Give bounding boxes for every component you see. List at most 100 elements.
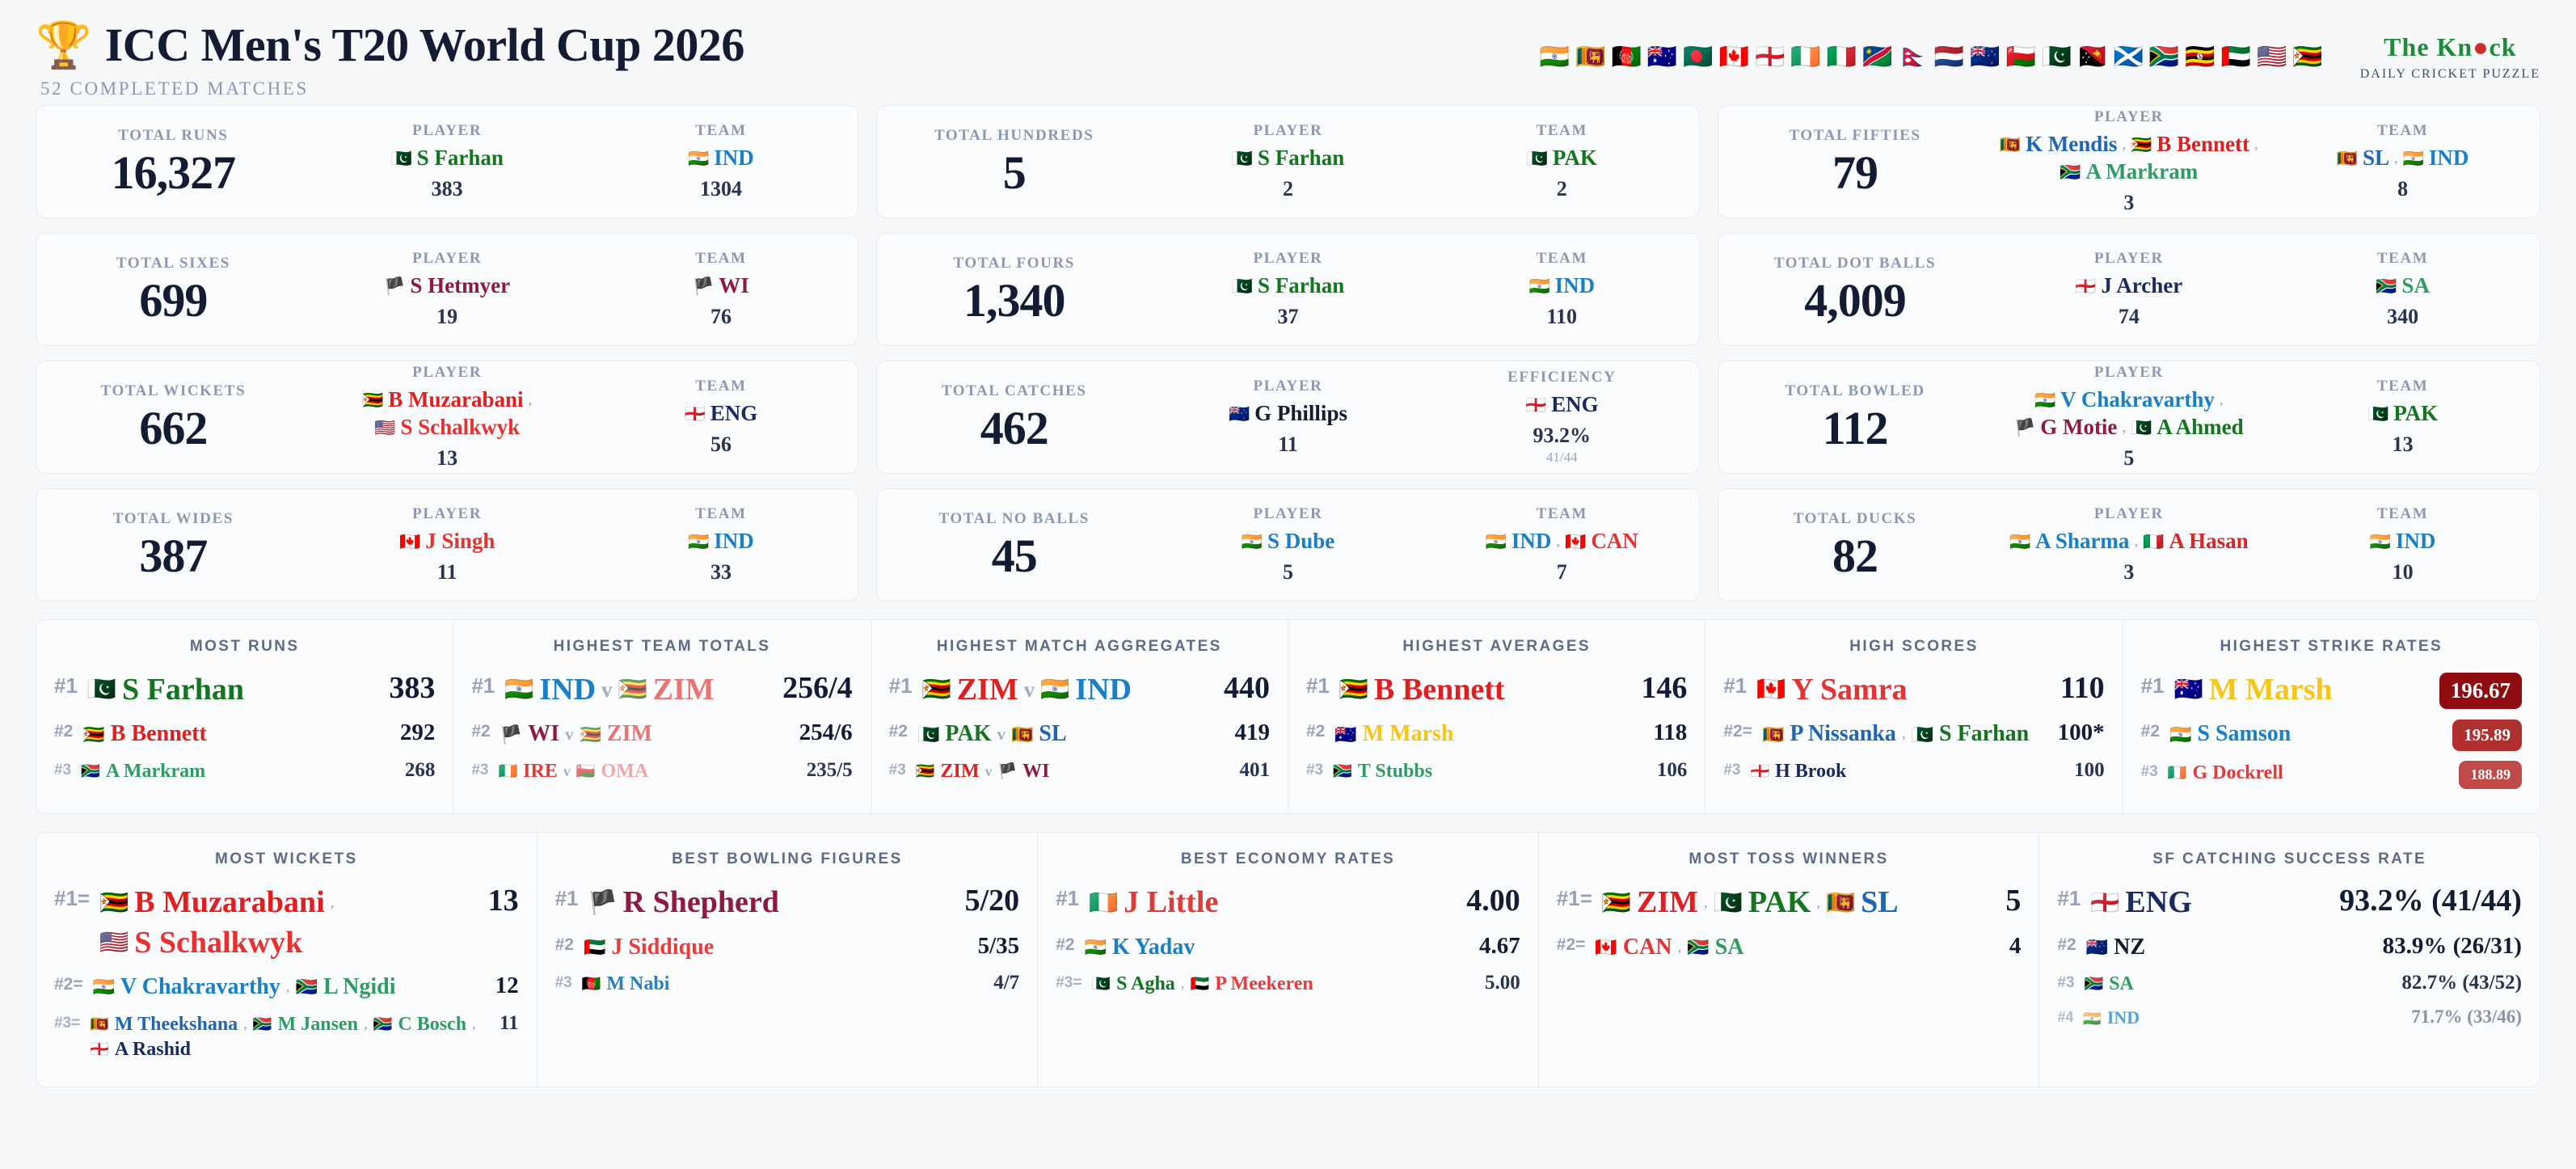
leaderboard-entity[interactable]: 🇵🇰 PAK	[917, 720, 991, 749]
leaderboard-row[interactable]: #3= 🇵🇰 S Agha, 🇦🇪 P Meekeren 5.00	[1056, 972, 1520, 997]
stat-entity[interactable]: 🏴 G Motie	[2014, 414, 2117, 441]
stat-entity[interactable]: 🇮🇳 IND	[2370, 528, 2436, 555]
leaderboard-entity[interactable]: 🇦🇫 M Nabi	[582, 972, 670, 997]
leaderboard-entity[interactable]: 🇿🇦 SA	[2085, 972, 2134, 997]
leaderboard-entity[interactable]: 🏴 R Shepherd	[588, 883, 779, 922]
leaderboard-entity[interactable]: 🇨🇦 CAN	[1595, 933, 1672, 962]
leaderboard-row[interactable]: #3 🇮🇪 G Dockrell 188.89	[2141, 761, 2522, 790]
stat-entity[interactable]: 🇮🇹 A Hasan	[2143, 528, 2248, 555]
leaderboard-entity[interactable]: 🇿🇼 ZIM	[1602, 883, 1698, 922]
leaderboard-entity[interactable]: 🇦🇺 M Marsh	[1334, 720, 1453, 749]
leaderboard-entity[interactable]: 🇿🇼 ZIM	[580, 720, 652, 749]
leaderboard-row[interactable]: #1 🇮🇳 IND v 🇿🇼 ZIM 256/4	[471, 670, 852, 710]
leaderboard-entity[interactable]: 🇿🇼 ZIM	[922, 670, 1018, 710]
leaderboard-row[interactable]: #2= 🇱🇰 P Nissanka, 🇵🇰 S Farhan 100*	[1723, 720, 2104, 749]
leaderboard-entity[interactable]: 🇮🇳 V Chakravarthy	[93, 973, 280, 1002]
leaderboard-entity[interactable]: 🇮🇳 K Yadav	[1085, 933, 1195, 962]
leaderboard-entity[interactable]: 🇿🇼 ZIM	[916, 759, 980, 784]
leaderboard-entity[interactable]: 🇵🇰 PAK	[1714, 883, 1811, 922]
leaderboard-entity[interactable]: 🇦🇺 M Marsh	[2174, 670, 2333, 710]
leaderboard-entity[interactable]: 🇮🇪 IRE	[498, 759, 557, 784]
stat-entity[interactable]: 🇵🇰 S Farhan	[390, 145, 503, 172]
leaderboard-row[interactable]: #3 🇮🇪 IRE v 🇴🇲 OMA 235/5	[471, 759, 852, 784]
stat-entity[interactable]: 🏴󠁧󠁢󠁥󠁮󠁧󠁿 ENG	[685, 400, 758, 428]
stat-entity[interactable]: 🇮🇳 A Sharma	[2009, 528, 2129, 555]
stat-entity[interactable]: 🇮🇳 IND	[688, 145, 754, 172]
leaderboard-row[interactable]: #3= 🇱🇰 M Theekshana, 🇿🇦 M Jansen, 🇿🇦 C Bosch, 🏴…	[54, 1012, 519, 1062]
stat-entity[interactable]: 🏴 WI	[693, 272, 749, 300]
leaderboard-entity[interactable]: 🇿🇼 B Bennett	[1339, 670, 1505, 710]
leaderboard-row[interactable]: #3 🇿🇦 T Stubbs 106	[1306, 759, 1687, 784]
leaderboard-entity[interactable]: 🇵🇰 S Farhan	[1912, 720, 2030, 749]
leaderboard-row[interactable]: #1= 🇿🇼 ZIM, 🇵🇰 PAK, 🇱🇰 SL 5	[1557, 883, 2022, 922]
leaderboard-entity[interactable]: 🇿🇦 T Stubbs	[1333, 759, 1432, 784]
leaderboard-entity[interactable]: 🏴󠁧󠁢󠁥󠁮󠁧󠁿 ENG	[2090, 883, 2191, 922]
leaderboard-entity[interactable]: 🇦🇪 P Meekeren	[1191, 972, 1313, 997]
stat-entity[interactable]: 🇿🇼 B Muzarabani	[362, 386, 523, 414]
leaderboard-row[interactable]: #2 🇵🇰 PAK v 🇱🇰 SL 419	[889, 720, 1270, 749]
leaderboard-row[interactable]: #2 🇳🇿 NZ 83.9% (26/31)	[2057, 933, 2522, 962]
leaderboard-entity[interactable]: 🇿🇦 C Bosch	[373, 1012, 466, 1037]
stat-entity[interactable]: 🇺🇸 S Schalkwyk	[374, 414, 520, 441]
stat-entity[interactable]: 🏴󠁧󠁢󠁥󠁮󠁧󠁿 J Archer	[2075, 272, 2182, 300]
leaderboard-entity[interactable]: 🇮🇪 G Dockrell	[2168, 761, 2283, 786]
leaderboard-entity[interactable]: 🏴 WI	[500, 720, 559, 749]
leaderboard-row[interactable]: #3 🏴󠁧󠁢󠁥󠁮󠁧󠁿 H Brook 100	[1723, 759, 2104, 784]
leaderboard-entity[interactable]: 🇿🇦 M Jansen	[253, 1012, 358, 1037]
leaderboard-entity[interactable]: 🇦🇪 J Siddique	[584, 933, 714, 962]
stat-entity[interactable]: 🇮🇳 IND	[1528, 272, 1595, 300]
stat-entity[interactable]: 🇿🇦 A Markram	[2060, 158, 2198, 186]
stat-entity[interactable]: 🇮🇳 S Dube	[1242, 528, 1334, 555]
stat-entity[interactable]: 🇱🇰 SL	[2337, 145, 2389, 172]
leaderboard-row[interactable]: #2 🇦🇪 J Siddique 5/35	[555, 933, 1020, 962]
leaderboard-entity[interactable]: 🇨🇦 Y Samra	[1756, 670, 1907, 710]
leaderboard-entity[interactable]: 🇱🇰 P Nissanka	[1762, 720, 1896, 749]
leaderboard-entity[interactable]: 🇿🇦 SA	[1687, 933, 1743, 962]
leaderboard-row[interactable]: #1 🇦🇺 M Marsh 196.67	[2141, 670, 2522, 710]
leaderboard-row[interactable]: #1 🇵🇰 S Farhan 383	[54, 670, 435, 710]
leaderboard-entity[interactable]: 🇵🇰 S Farhan	[87, 670, 244, 710]
leaderboard-entity[interactable]: 🇿🇼 B Bennett	[82, 720, 206, 749]
leaderboard-row[interactable]: #3 🇿🇦 A Markram 268	[54, 759, 435, 784]
leaderboard-entity[interactable]: 🇱🇰 SL	[1826, 883, 1899, 922]
leaderboard-row[interactable]: #1 🇿🇼 B Bennett 146	[1306, 670, 1687, 710]
leaderboard-row[interactable]: #1 🇮🇪 J Little 4.00	[1056, 883, 1520, 922]
leaderboard-entity[interactable]: 🇳🇿 NZ	[2086, 933, 2145, 962]
brand-logo[interactable]: The Kn●ck DAILY CRICKET PUZZLE	[2360, 32, 2540, 82]
leaderboard-entity[interactable]: 🇮🇳 S Samson	[2169, 720, 2291, 749]
leaderboard-row[interactable]: #4 🇮🇳 IND 71.7% (33/46)	[2057, 1007, 2522, 1030]
leaderboard-entity[interactable]: 🏴 WI	[997, 759, 1049, 784]
leaderboard-row[interactable]: #2 🇮🇳 S Samson 195.89	[2141, 720, 2522, 752]
stat-entity[interactable]: 🇮🇳 IND	[688, 528, 754, 555]
leaderboard-row[interactable]: #2= 🇮🇳 V Chakravarthy, 🇿🇦 L Ngidi 12	[54, 973, 519, 1002]
leaderboard-row[interactable]: #2 🇿🇼 B Bennett 292	[54, 720, 435, 749]
leaderboard-row[interactable]: #3 🇿🇦 SA 82.7% (43/52)	[2057, 972, 2522, 997]
leaderboard-row[interactable]: #2 🇮🇳 K Yadav 4.67	[1056, 933, 1520, 962]
stat-entity[interactable]: 🇱🇰 K Mendis	[2000, 131, 2117, 158]
stat-entity[interactable]: 🇵🇰 A Ahmed	[2131, 414, 2243, 441]
leaderboard-entity[interactable]: 🇮🇪 J Little	[1089, 883, 1218, 922]
leaderboard-entity[interactable]: 🇱🇰 M Theekshana	[90, 1012, 238, 1037]
stat-entity[interactable]: 🇮🇳 V Chakravarthy	[2034, 386, 2215, 414]
stat-entity[interactable]: 🇨🇦 CAN	[1565, 528, 1638, 555]
leaderboard-entity[interactable]: 🏴󠁧󠁢󠁥󠁮󠁧󠁿 H Brook	[1750, 759, 1846, 784]
stat-entity[interactable]: 🏴 S Hetmyer	[384, 272, 510, 300]
stat-entity[interactable]: 🇿🇼 B Bennett	[2131, 131, 2249, 158]
leaderboard-entity[interactable]: 🏴󠁧󠁢󠁥󠁮󠁧󠁿 A Rashid	[90, 1037, 191, 1062]
stat-entity[interactable]: 🇮🇳 IND	[1486, 528, 1552, 555]
leaderboard-entity[interactable]: 🇮🇳 IND	[2083, 1007, 2140, 1030]
leaderboard-row[interactable]: #1 🇨🇦 Y Samra 110	[1723, 670, 2104, 710]
leaderboard-entity[interactable]: 🇿🇼 B Muzarabani	[99, 883, 325, 922]
leaderboard-row[interactable]: #2 🇦🇺 M Marsh 118	[1306, 720, 1687, 749]
leaderboard-entity[interactable]: 🇮🇳 IND	[1040, 670, 1132, 710]
leaderboard-row[interactable]: #1 🏴 R Shepherd 5/20	[555, 883, 1020, 922]
stat-entity[interactable]: 🇵🇰 S Farhan	[1232, 272, 1344, 300]
leaderboard-entity[interactable]: 🇴🇲 OMA	[576, 759, 648, 784]
leaderboard-row[interactable]: #1 🏴󠁧󠁢󠁥󠁮󠁧󠁿 ENG 93.2% (41/44)	[2057, 883, 2522, 922]
leaderboard-entity[interactable]: 🇿🇦 A Markram	[81, 759, 205, 784]
leaderboard-entity[interactable]: 🇿🇼 ZIM	[618, 670, 715, 710]
leaderboard-row[interactable]: #3 🇿🇼 ZIM v 🏴 WI 401	[889, 759, 1270, 784]
leaderboard-entity[interactable]: 🇵🇰 S Agha	[1091, 972, 1174, 997]
stat-entity[interactable]: 🇨🇦 J Singh	[399, 528, 495, 555]
leaderboard-entity[interactable]: 🇱🇰 SL	[1011, 720, 1067, 749]
